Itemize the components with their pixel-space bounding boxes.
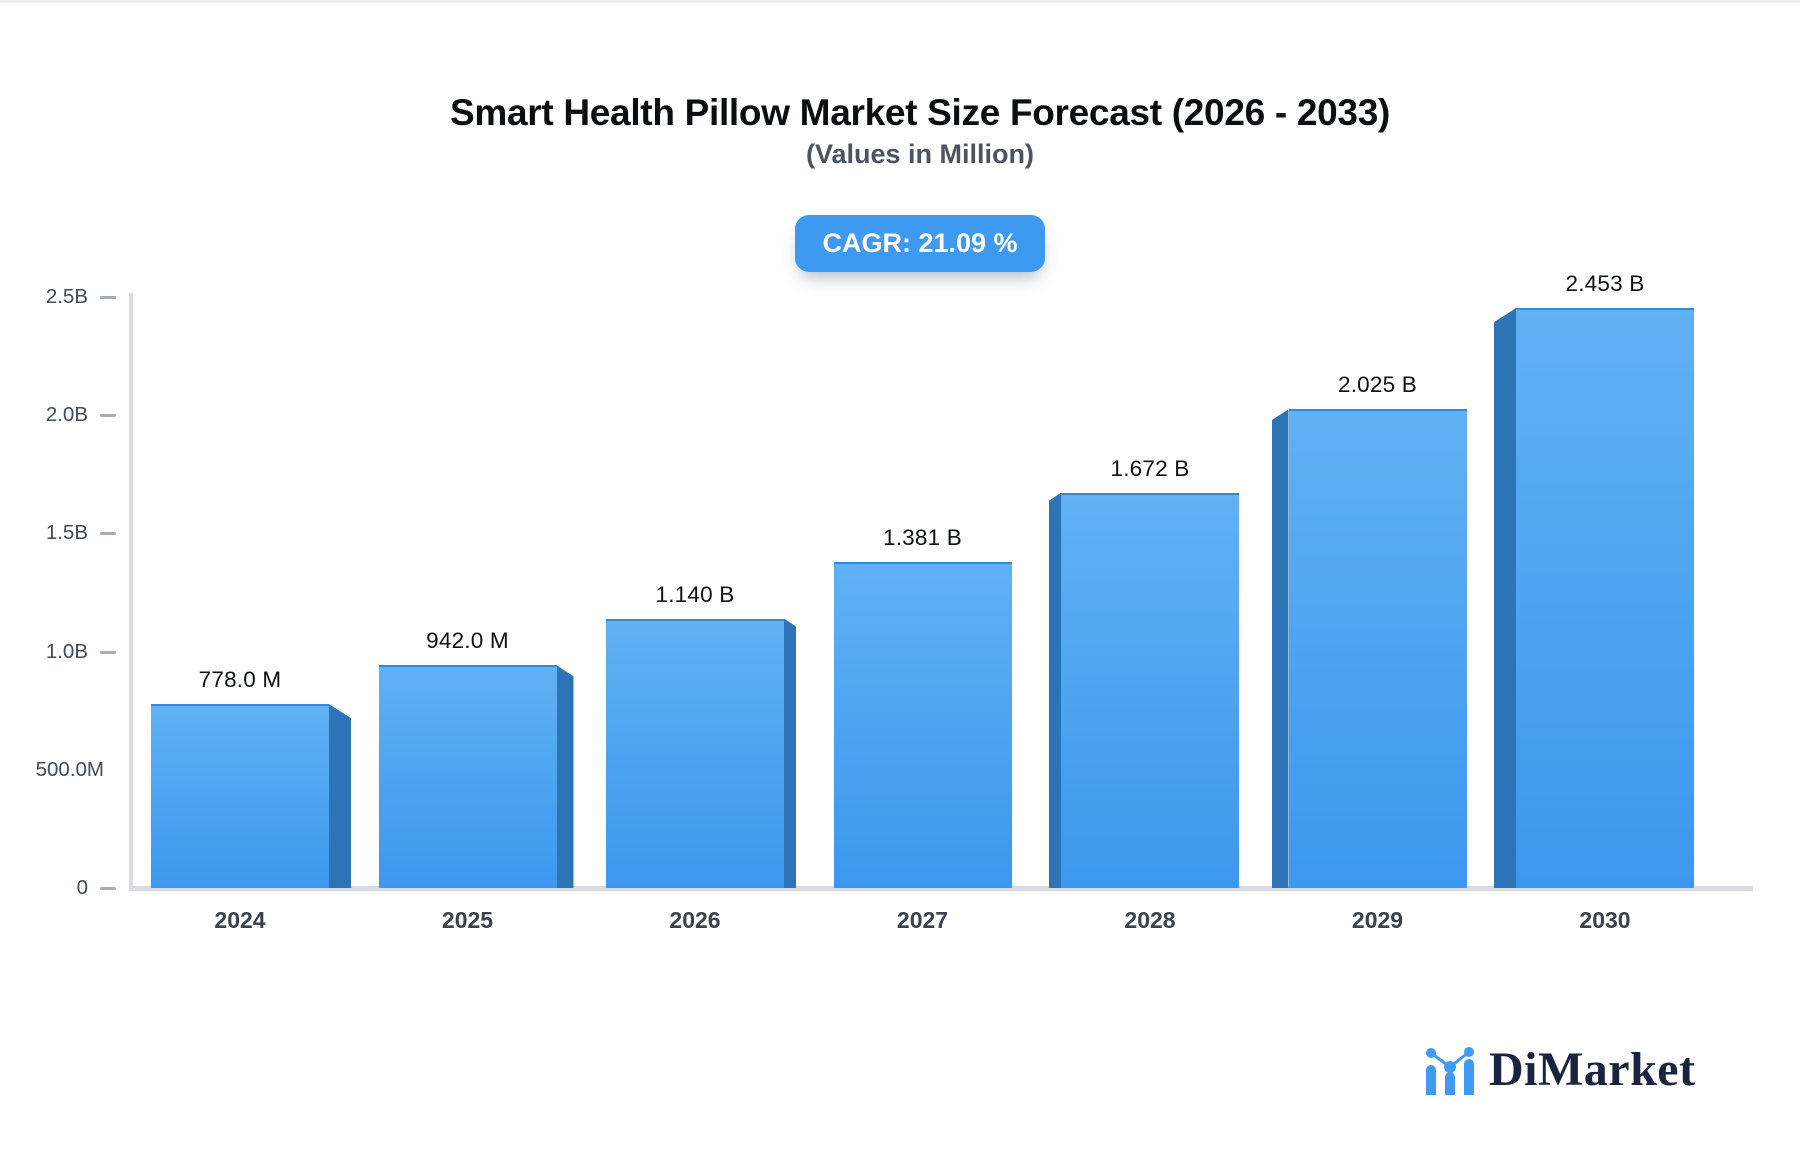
bar-2024 <box>151 704 329 888</box>
x-axis-label-2024: 2024 <box>214 907 266 933</box>
y-axis-tick <box>100 296 116 299</box>
y-axis-label: 1.5B <box>45 521 88 545</box>
x-axis-label-2029: 2029 <box>1351 907 1404 933</box>
x-axis-label-2030: 2030 <box>1579 907 1631 933</box>
y-axis-label: 1.0B <box>45 639 88 663</box>
chart-title: Smart Health Pillow Market Size Forecast… <box>449 92 1391 133</box>
bar-2030 <box>1516 308 1694 888</box>
dimarket-logo: DiMarket <box>1424 1045 1696 1095</box>
y-axis-tick <box>100 887 116 890</box>
dimarket-logo-text: DiMarket <box>1489 1043 1696 1096</box>
y-axis-tick <box>100 532 116 536</box>
y-axis-label: 500.0M <box>35 757 104 781</box>
bar-value-label: 2.025 B <box>1338 372 1417 398</box>
x-axis-line <box>129 886 1753 891</box>
x-axis-label-2026: 2026 <box>669 907 721 933</box>
bar-chart-plot-area: 2.5B 2.0B 1.5B 1.0B 500.0M 0 778.0 M 2024 942.0 … <box>0 3 1800 1156</box>
bar-3d-side-2028 <box>1049 492 1061 888</box>
x-axis-label-2025: 2025 <box>441 907 494 933</box>
bar-2026 <box>606 618 784 888</box>
cagr-badge: CAGR: 21.09 % <box>795 215 1045 272</box>
chart-subtitle: (Values in Million) <box>805 139 1035 169</box>
dimarket-bar-chart-icon <box>1426 1047 1474 1095</box>
bar-value-label: 1.381 B <box>883 524 962 550</box>
bar-value-label: 2.453 B <box>1565 271 1645 297</box>
x-axis-label-2028: 2028 <box>1124 907 1176 933</box>
bar-value-label: 778.0 M <box>198 667 282 693</box>
chart-header: Smart Health Pillow Market Size Forecast… <box>40 3 1800 272</box>
y-axis-label: 0 <box>76 876 88 899</box>
y-axis-tick <box>100 650 116 654</box>
bar-value-label: 1.140 B <box>655 581 735 607</box>
bar-3d-side-2026 <box>784 618 796 888</box>
bar-3d-side-2025 <box>556 665 574 888</box>
y-axis-line <box>129 293 133 891</box>
y-axis-tick <box>100 414 116 418</box>
y-axis-label: 2.5B <box>45 285 88 308</box>
x-axis-label-2027: 2027 <box>896 907 949 933</box>
bar-3d-side-2024 <box>329 704 351 888</box>
y-axis-label: 2.0B <box>45 403 88 427</box>
bar-2029 <box>1288 409 1467 888</box>
bar-3d-side-2029 <box>1271 409 1289 888</box>
bar-value-label: 1.672 B <box>1110 455 1190 481</box>
bar-2027 <box>833 561 1012 888</box>
bar-3d-side-2030 <box>1494 308 1516 888</box>
bar-value-label: 942.0 M <box>426 628 509 654</box>
bar-2025 <box>378 665 557 888</box>
bar-2028 <box>1061 492 1239 888</box>
